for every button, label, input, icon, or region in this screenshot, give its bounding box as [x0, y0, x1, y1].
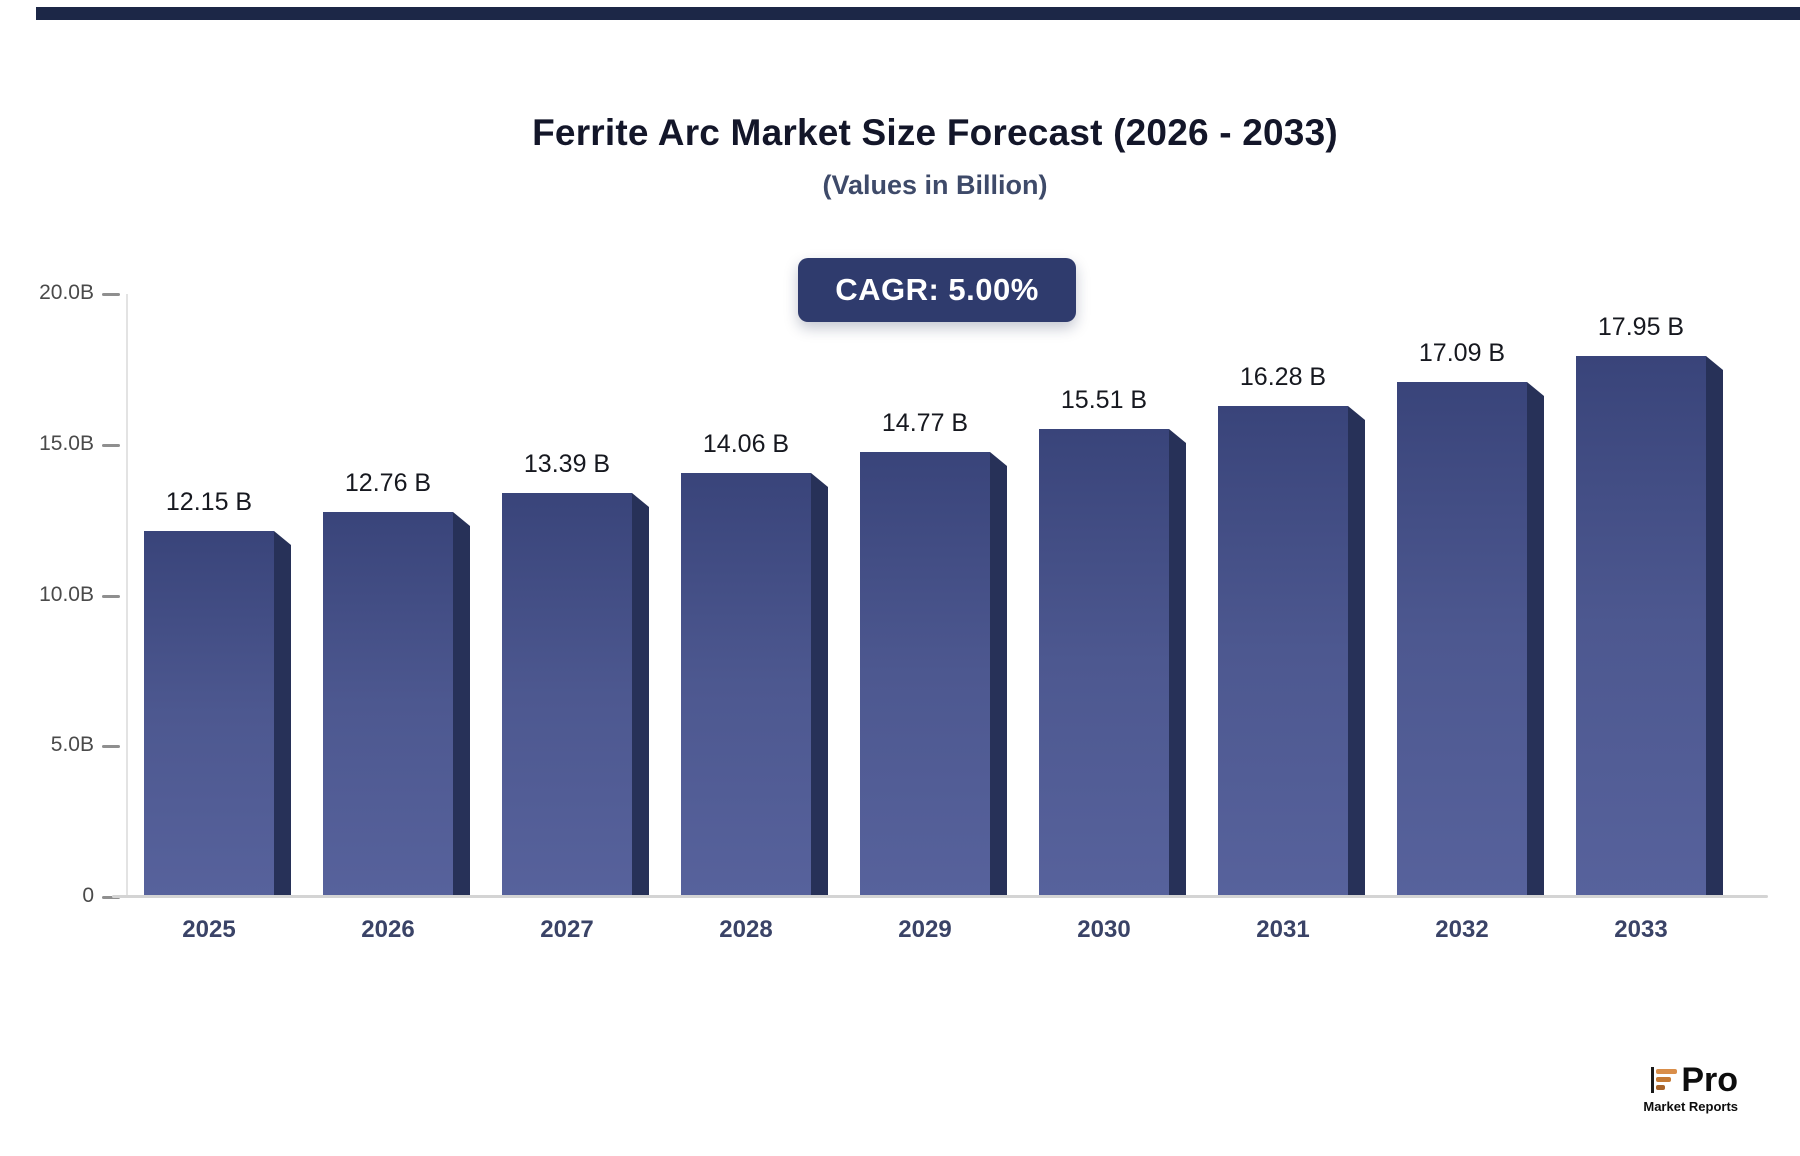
x-tick-label: 2027	[540, 916, 594, 943]
y-tick-label: 10.0B	[39, 582, 94, 606]
y-tick-label: 15.0B	[39, 431, 94, 455]
bar-side-face	[990, 452, 1007, 897]
bar-value-label: 13.39 B	[523, 450, 611, 478]
bar	[1397, 382, 1544, 897]
logo-icon	[1651, 1065, 1678, 1095]
bar	[1576, 356, 1723, 897]
logo: Pro Market Reports	[1643, 1063, 1738, 1114]
y-tick-dash	[102, 594, 120, 598]
x-tick-label: 2028	[719, 916, 773, 943]
bar	[1218, 406, 1365, 897]
bar-value-label: 17.95 B	[1597, 313, 1685, 341]
x-axis-labels: 2025 2026 2027 2028 2029 2030 2031 2032 2033	[0, 916, 1800, 960]
x-tick-label: 2025	[182, 916, 236, 943]
bar-value-label: 12.15 B	[165, 488, 253, 516]
bar-front-face	[323, 512, 453, 897]
bar-front-face	[1039, 429, 1169, 897]
bar-front-face	[1397, 382, 1527, 897]
y-axis-line	[126, 294, 128, 897]
chart-header: Ferrite Arc Market Size Forecast (2026 -…	[70, 112, 1800, 201]
y-tick-dash	[102, 745, 120, 749]
x-tick-label: 2030	[1077, 916, 1131, 943]
bar-side-face	[1527, 382, 1544, 897]
bar-side-face	[1348, 406, 1365, 897]
bar	[1039, 429, 1186, 897]
bar	[323, 512, 470, 897]
bar	[144, 531, 291, 897]
bar-value-label: 14.77 B	[881, 409, 969, 437]
bar-side-face	[453, 512, 470, 897]
bar-front-face	[1576, 356, 1706, 897]
y-tick-label: 5.0B	[50, 733, 94, 757]
bar	[681, 473, 828, 897]
bar-side-face	[1706, 356, 1723, 897]
bar-front-face	[502, 493, 632, 897]
plot-area: 20.0B 15.0B 10.0B 5.0B 0 12.15 B 12.76 B 13.39 …	[0, 281, 1800, 907]
bar-value-label: 17.09 B	[1418, 339, 1506, 367]
logo-text: Pro	[1681, 1061, 1738, 1099]
y-tick-dash	[102, 443, 120, 447]
bar-value-label: 15.51 B	[1060, 386, 1148, 414]
bar-front-face	[681, 473, 811, 897]
y-tick-label: 0	[82, 884, 94, 907]
y-tick-dash	[102, 896, 120, 899]
bar-front-face	[860, 452, 990, 897]
bar	[502, 493, 649, 897]
bar-front-face	[144, 531, 274, 897]
bar-side-face	[274, 531, 291, 897]
bar-value-label: 16.28 B	[1239, 363, 1327, 391]
y-tick-label: 20.0B	[39, 281, 94, 304]
bar-value-label: 14.06 B	[702, 430, 790, 458]
bar	[860, 452, 1007, 897]
x-axis-line	[112, 895, 1768, 898]
y-tick-dash	[102, 293, 120, 296]
logo-subtext: Market Reports	[1643, 1099, 1738, 1114]
bar-side-face	[1169, 429, 1186, 897]
x-tick-label: 2026	[361, 916, 415, 943]
bar-value-label: 12.76 B	[344, 469, 432, 497]
bar-front-face	[1218, 406, 1348, 897]
x-tick-label: 2033	[1614, 916, 1668, 943]
chart-title: Ferrite Arc Market Size Forecast (2026 -…	[532, 112, 1338, 153]
cagr-badge: CAGR: 5.00%	[798, 258, 1076, 322]
x-tick-label: 2032	[1435, 916, 1489, 943]
bar-side-face	[632, 493, 649, 897]
x-tick-label: 2029	[898, 916, 952, 943]
x-tick-label: 2031	[1256, 916, 1310, 943]
chart-subtitle: (Values in Billion)	[822, 170, 1048, 200]
bar-side-face	[811, 473, 828, 897]
top-accent-bar	[36, 7, 1800, 20]
